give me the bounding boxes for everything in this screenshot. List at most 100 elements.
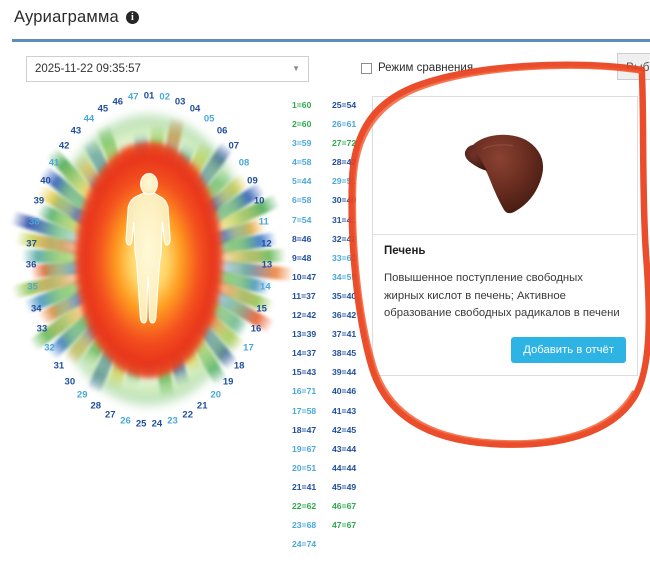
sector-label-15[interactable]: 15 (256, 303, 267, 315)
sector-label-27[interactable]: 27 (104, 409, 116, 421)
sector-value[interactable]: 8=46 (292, 233, 312, 244)
info-circle-icon[interactable]: i (125, 11, 139, 24)
sector-label-09[interactable]: 09 (247, 175, 258, 187)
sector-value[interactable]: 13=39 (292, 329, 317, 340)
sector-label-11[interactable]: 11 (258, 216, 269, 228)
sector-label-13[interactable]: 13 (261, 259, 273, 271)
sector-value[interactable]: 6=58 (292, 195, 312, 206)
sector-value[interactable]: 5=44 (292, 176, 312, 187)
sector-value[interactable]: 7=54 (292, 214, 312, 225)
sector-label-32[interactable]: 32 (44, 342, 55, 354)
compare-mode-checkbox[interactable] (361, 62, 372, 74)
sector-label-02[interactable]: 02 (159, 91, 171, 103)
sector-label-26[interactable]: 26 (120, 415, 131, 427)
sector-label-14[interactable]: 14 (260, 281, 271, 293)
sector-label-44[interactable]: 44 (83, 113, 95, 125)
sector-value[interactable]: 15=43 (292, 367, 317, 378)
sector-value[interactable]: 37=41 (332, 329, 357, 340)
sector-label-05[interactable]: 05 (203, 113, 215, 125)
sector-value[interactable]: 20=51 (292, 462, 317, 473)
sector-label-36[interactable]: 36 (25, 259, 37, 271)
sector-value[interactable]: 10=47 (292, 271, 317, 282)
sector-value[interactable]: 14=37 (292, 348, 317, 359)
sector-label-42[interactable]: 42 (58, 140, 70, 152)
sector-value[interactable]: 32=42 (332, 233, 357, 244)
sector-value[interactable]: 36=42 (332, 310, 357, 321)
sector-label-28[interactable]: 28 (90, 400, 102, 412)
sector-value[interactable]: 35=40 (332, 290, 357, 301)
auragram-diagram[interactable]: 01 02 03 04 05 06 07 08 09 10 11 12 13 14 15 16 17 18 19 20… (8, 86, 294, 436)
sector-value[interactable]: 12=42 (292, 310, 317, 321)
sector-value[interactable]: 39=44 (332, 367, 357, 378)
date-select[interactable]: 2025-11-22 09:35:57 ▼ (26, 56, 309, 82)
sector-value[interactable]: 27=72 (332, 138, 357, 149)
sector-label-40[interactable]: 40 (40, 175, 51, 187)
sector-label-31[interactable]: 31 (53, 360, 65, 372)
sector-label-22[interactable]: 22 (182, 409, 193, 421)
sector-value[interactable]: 9=48 (292, 252, 312, 263)
compare-mode-toggle[interactable]: Режим сравнения (361, 62, 473, 74)
sector-label-04[interactable]: 04 (189, 103, 201, 115)
sector-label-01[interactable]: 01 (143, 90, 155, 102)
sector-label-35[interactable]: 35 (27, 281, 38, 293)
sector-label-39[interactable]: 39 (33, 195, 45, 207)
sector-label-20[interactable]: 20 (210, 389, 222, 401)
sector-value[interactable]: 38=45 (332, 348, 357, 359)
sector-label-16[interactable]: 16 (250, 323, 262, 335)
sector-value[interactable]: 11=37 (292, 290, 316, 301)
sector-label-37[interactable]: 37 (26, 238, 37, 250)
sector-value[interactable]: 3=59 (292, 138, 312, 149)
sector-label-10[interactable]: 10 (253, 195, 265, 207)
sector-value[interactable]: 18=47 (292, 424, 317, 435)
sector-value[interactable]: 34=59 (332, 271, 357, 282)
sector-label-17[interactable]: 17 (243, 342, 254, 354)
sector-value[interactable]: 28=42 (332, 157, 357, 168)
sector-label-41[interactable]: 41 (48, 157, 60, 169)
sector-label-08[interactable]: 08 (238, 157, 250, 169)
sector-value[interactable]: 22=62 (292, 500, 317, 511)
sector-label-18[interactable]: 18 (233, 360, 245, 372)
sector-value[interactable]: 23=68 (292, 520, 317, 531)
sector-value[interactable]: 46=67 (332, 500, 357, 511)
sector-value[interactable]: 1=60 (292, 100, 312, 110)
sector-label-45[interactable]: 45 (97, 103, 109, 115)
sector-label-34[interactable]: 34 (31, 303, 42, 315)
sector-label-24[interactable]: 24 (151, 418, 163, 430)
sector-label-23[interactable]: 23 (167, 415, 178, 427)
sector-value[interactable]: 41=43 (332, 405, 357, 416)
sector-label-07[interactable]: 07 (228, 140, 240, 152)
sector-value[interactable]: 44=44 (332, 462, 357, 473)
sector-label-46[interactable]: 46 (112, 96, 124, 108)
sector-value[interactable]: 29=51 (332, 176, 357, 187)
sector-value[interactable]: 17=58 (292, 405, 317, 416)
sector-value[interactable]: 25=54 (332, 100, 357, 110)
sector-label-38[interactable]: 38 (28, 216, 40, 228)
sector-value[interactable]: 2=60 (292, 119, 312, 130)
sector-value[interactable]: 40=46 (332, 386, 357, 397)
sector-value[interactable]: 26=61 (332, 119, 357, 130)
sector-label-29[interactable]: 29 (76, 389, 88, 401)
sector-label-12[interactable]: 12 (261, 238, 272, 250)
sector-value[interactable]: 45=49 (332, 481, 357, 492)
sector-label-21[interactable]: 21 (196, 400, 208, 412)
sector-label-25[interactable]: 25 (135, 418, 147, 430)
sector-label-03[interactable]: 03 (174, 96, 186, 108)
add-to-report-button[interactable]: Добавить в отчёт (511, 336, 626, 363)
sector-value[interactable]: 30=49 (332, 195, 357, 206)
sector-label-47[interactable]: 47 (127, 91, 139, 103)
sector-value[interactable]: 42=45 (332, 424, 357, 435)
choose-button[interactable]: Выб (617, 53, 650, 80)
sector-value[interactable]: 43=44 (332, 443, 357, 454)
sector-value[interactable]: 24=74 (292, 539, 317, 550)
sector-label-19[interactable]: 19 (222, 376, 234, 388)
sector-value[interactable]: 4=58 (292, 157, 312, 168)
sector-value[interactable]: 31=41 (332, 214, 357, 225)
sector-label-30[interactable]: 30 (64, 376, 76, 388)
sector-value[interactable]: 21=41 (292, 481, 317, 492)
sector-value[interactable]: 19=67 (292, 443, 317, 454)
sector-label-43[interactable]: 43 (70, 125, 82, 137)
sector-value[interactable]: 16=71 (292, 386, 317, 397)
sector-label-06[interactable]: 06 (216, 125, 228, 137)
sector-value[interactable]: 33=62 (332, 252, 357, 263)
sector-value[interactable]: 47=67 (332, 520, 357, 531)
